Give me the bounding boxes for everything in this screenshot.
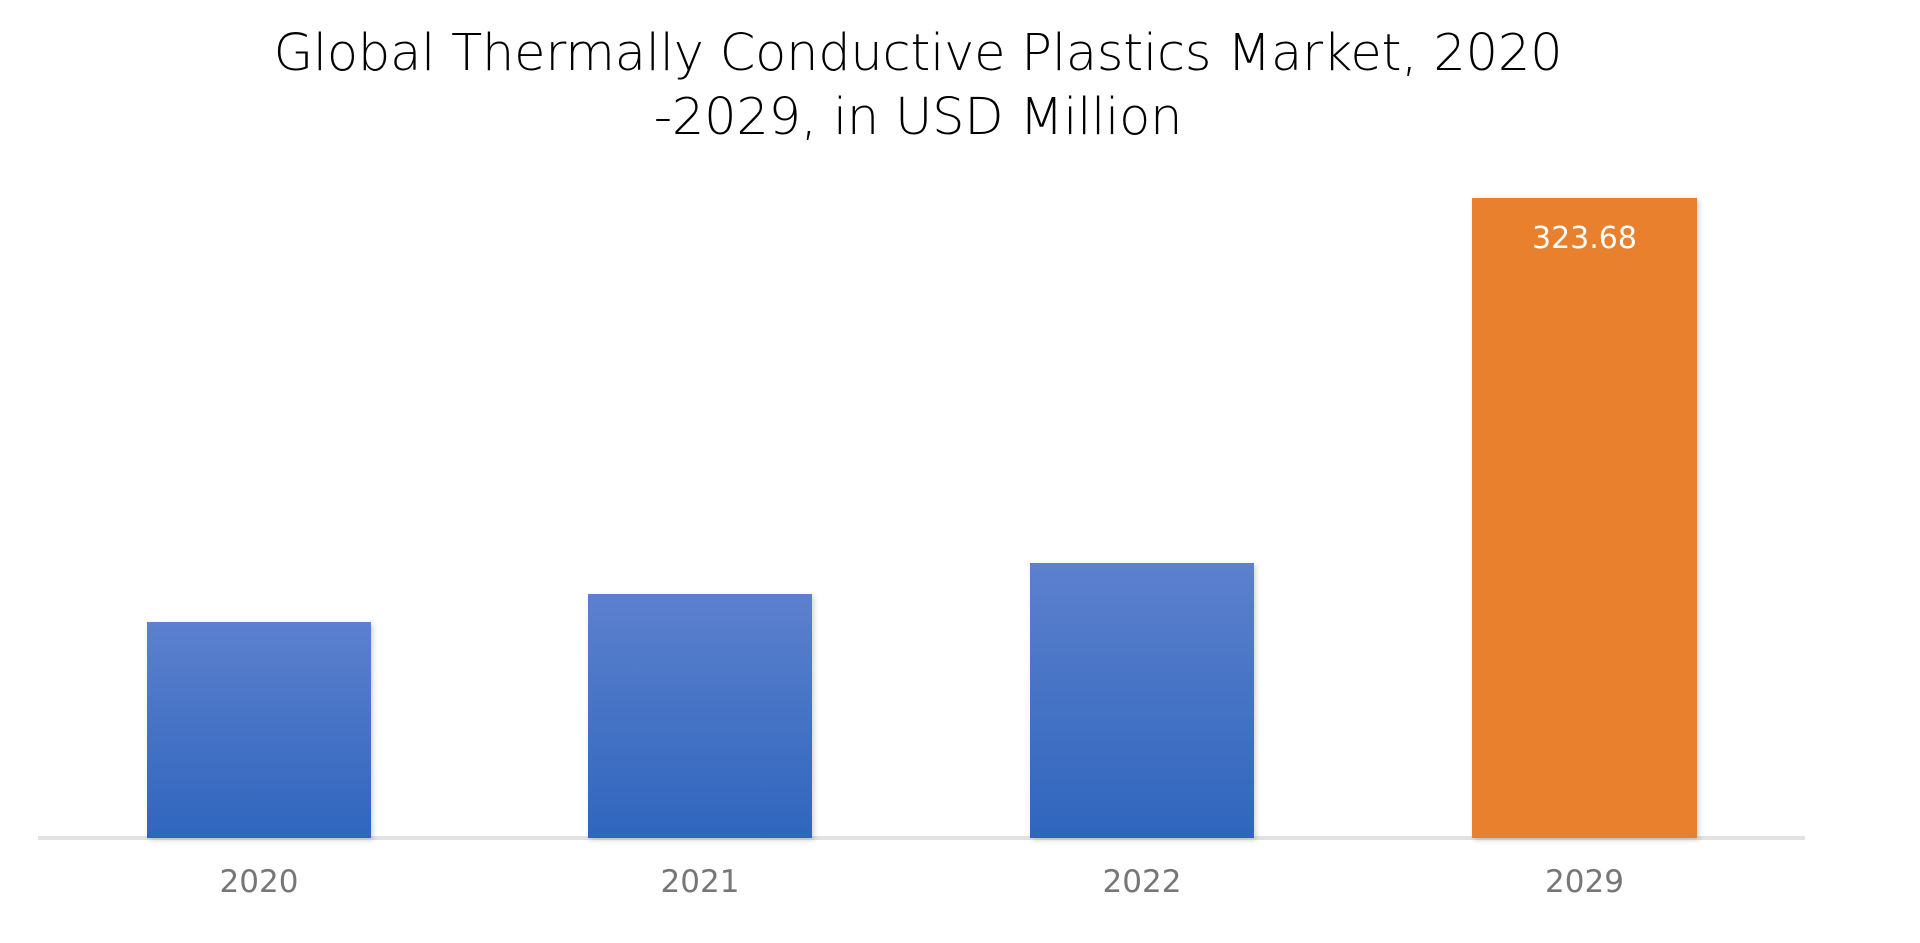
x-axis-label-2020: 2020 — [219, 864, 299, 900]
category-axis-line — [38, 836, 1805, 840]
chart-title: Global Thermally Conductive Plastics Mar… — [273, 24, 1563, 147]
x-axis-label-2021: 2021 — [660, 864, 740, 900]
bar-2020[interactable] — [147, 622, 371, 838]
bar-2021[interactable] — [588, 594, 812, 838]
bar-2022[interactable] — [1030, 563, 1254, 838]
x-axis-label-2029: 2029 — [1545, 864, 1624, 900]
bar-value-label-2029: 323.68 — [1532, 221, 1637, 256]
bar-2029[interactable]: 323.68 — [1472, 198, 1697, 838]
x-axis-label-2022: 2022 — [1102, 864, 1182, 900]
